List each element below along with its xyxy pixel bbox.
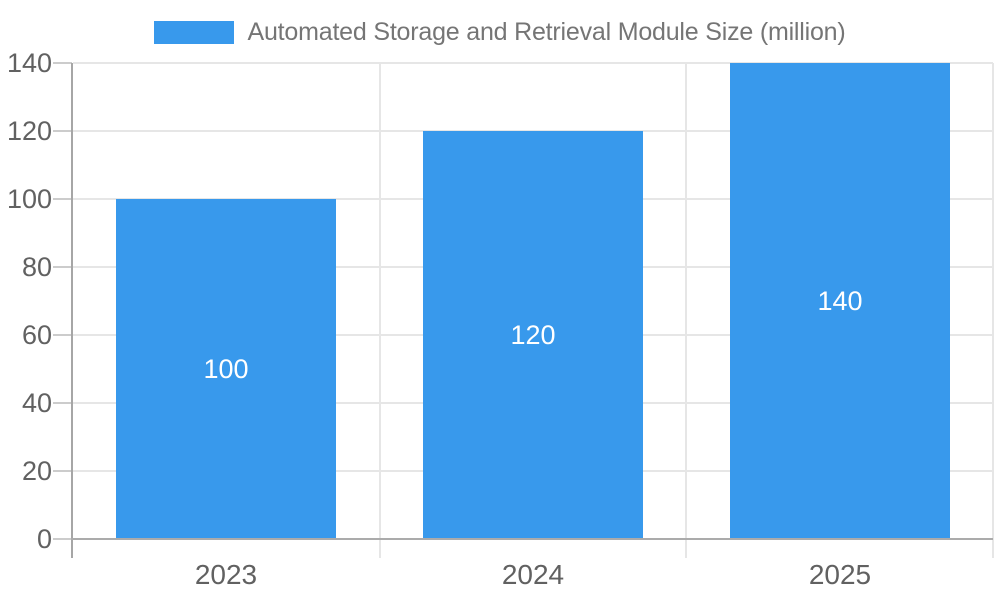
y-axis-label: 0 — [36, 524, 52, 554]
y-tick-mark — [53, 402, 72, 404]
bar — [730, 63, 950, 539]
y-axis-label: 100 — [6, 184, 52, 214]
bar-value-label: 140 — [817, 286, 863, 316]
y-axis-label: 60 — [21, 320, 52, 350]
bar-value-label: 120 — [510, 320, 556, 350]
bar — [423, 131, 643, 539]
legend-color-swatch — [154, 20, 235, 44]
x-axis-label: 2024 — [501, 559, 565, 590]
bar — [116, 199, 336, 539]
x-axis-line — [71, 538, 993, 540]
y-tick-mark — [53, 130, 72, 132]
y-tick-mark — [53, 470, 72, 472]
y-tick-mark — [53, 198, 72, 200]
category-boundary-gridline — [992, 63, 994, 558]
category-boundary-gridline — [685, 63, 687, 558]
legend-label: Automated Storage and Retrieval Module S… — [247, 17, 846, 46]
y-axis-label: 140 — [6, 48, 52, 78]
y-tick-mark — [53, 334, 72, 336]
y-axis-label: 20 — [21, 456, 52, 486]
y-axis-label: 120 — [6, 116, 52, 146]
y-gridline — [73, 62, 993, 64]
y-axis-label: 40 — [21, 388, 52, 418]
y-axis-label: 80 — [21, 252, 52, 282]
x-axis-label: 2023 — [194, 559, 258, 590]
x-axis-label: 2025 — [808, 559, 872, 590]
bar-value-label: 100 — [203, 354, 249, 384]
chart-legend: Automated Storage and Retrieval Module S… — [0, 17, 1000, 46]
y-axis-line — [71, 63, 73, 558]
y-tick-mark — [53, 538, 72, 540]
y-tick-mark — [53, 62, 72, 64]
y-tick-mark — [53, 266, 72, 268]
category-boundary-gridline — [379, 63, 381, 558]
